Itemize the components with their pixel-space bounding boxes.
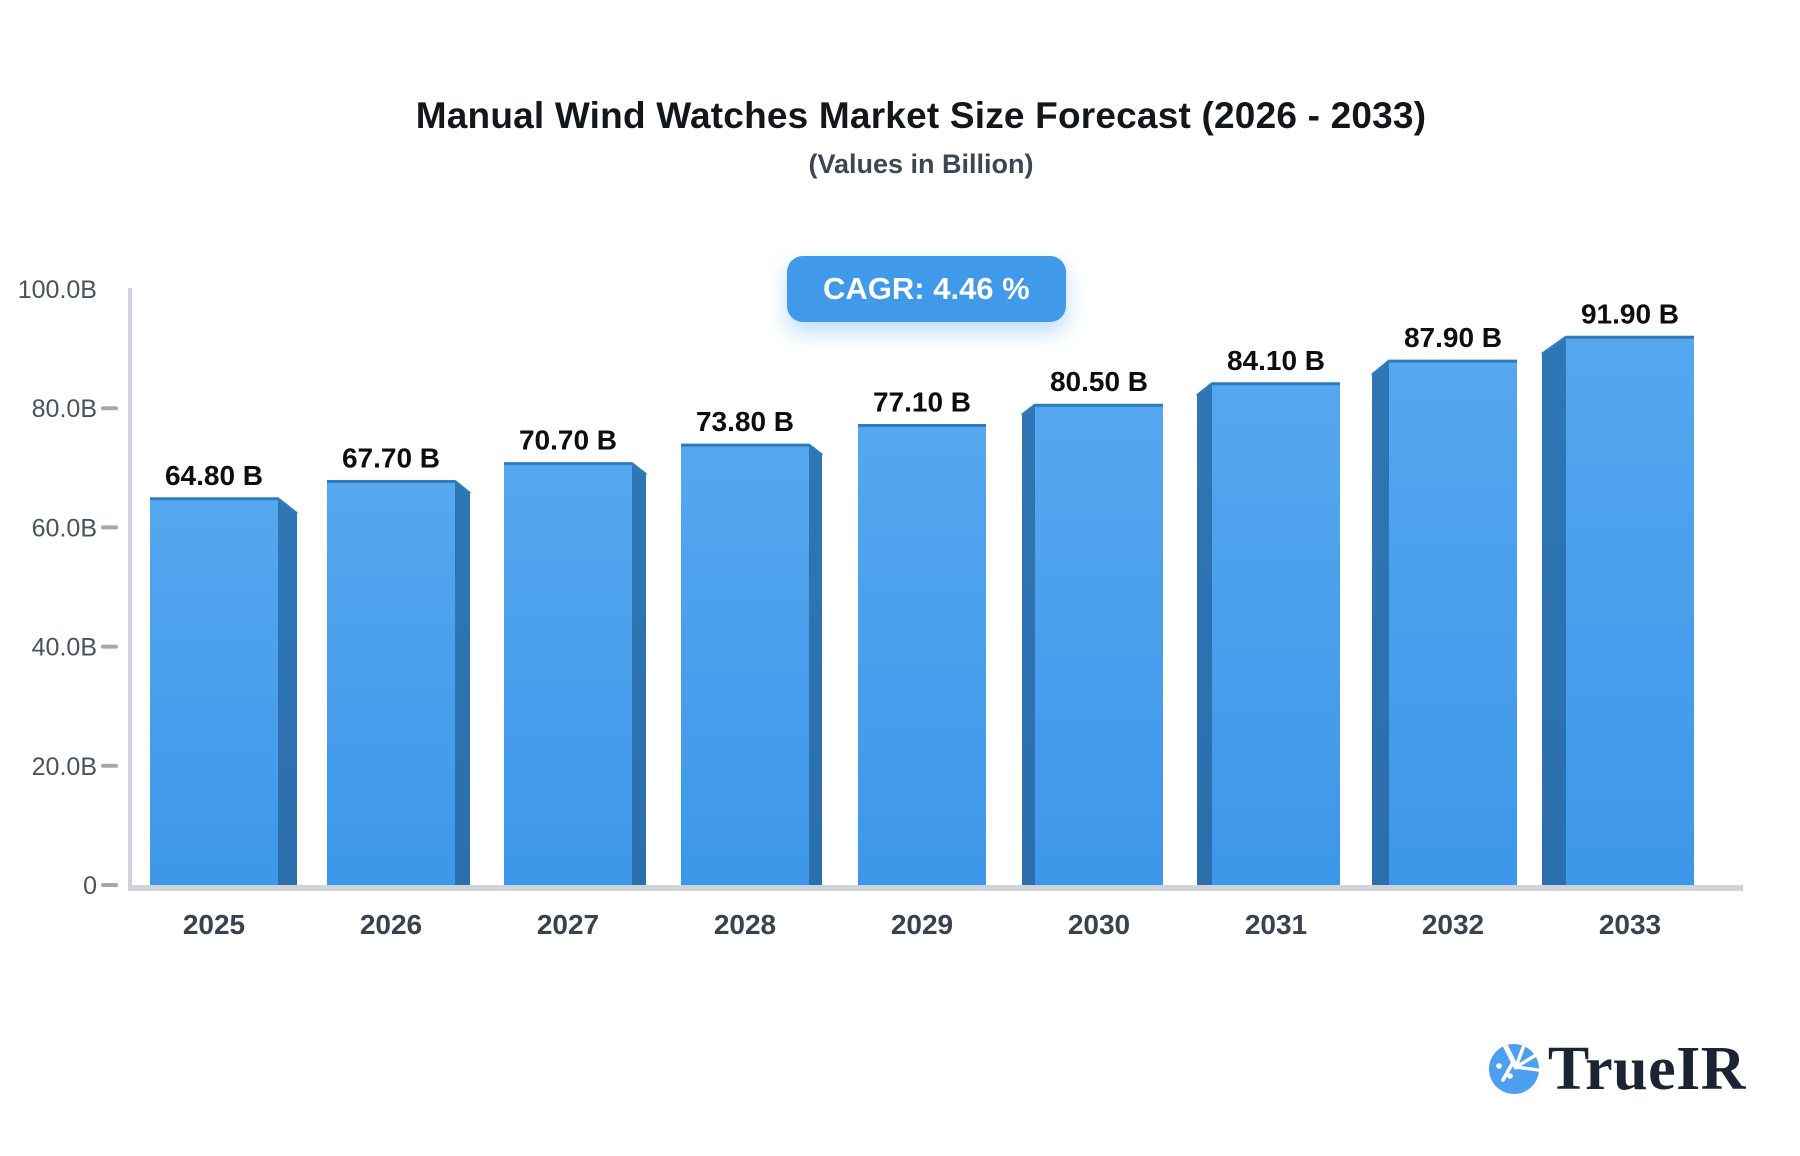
bar-value-label-2026: 67.70 B — [342, 443, 440, 474]
y-tick-40.0B — [101, 644, 118, 649]
bar-top-edge-2033 — [1541, 335, 1694, 356]
x-axis-label-2031: 2031 — [1245, 909, 1307, 940]
x-axis-line — [128, 885, 1743, 891]
x-axis-label-2030: 2030 — [1068, 909, 1130, 940]
bar-value-label-2033: 91.90 B — [1581, 298, 1679, 329]
y-axis-line — [128, 288, 132, 891]
bar-2026 — [327, 481, 455, 885]
bar-side-2033 — [1542, 337, 1566, 885]
bar-side-2026 — [455, 481, 470, 885]
x-axis-label-2029: 2029 — [891, 909, 953, 940]
bar-side-2031 — [1197, 383, 1212, 885]
bar-value-label-2032: 87.90 B — [1404, 322, 1502, 353]
bar-side-2025 — [278, 498, 297, 885]
bar-top-edge-2027 — [504, 462, 647, 476]
y-axis-label-80.0B: 80.0B — [32, 395, 97, 423]
pie-chart-icon — [1488, 1043, 1540, 1094]
bar-top-edge-2030 — [1021, 403, 1163, 417]
bar-side-2030 — [1022, 405, 1035, 885]
bar-side-2028 — [809, 445, 822, 885]
chart-title: Manual Wind Watches Market Size Forecast… — [415, 95, 1427, 136]
x-axis-label-2026: 2026 — [360, 909, 422, 940]
bar-2031 — [1212, 383, 1340, 885]
bar-value-label-2030: 80.50 B — [1050, 366, 1148, 397]
bar-2027 — [504, 463, 632, 885]
bar-top-edge-2025 — [150, 497, 298, 515]
bar-side-2032 — [1372, 361, 1389, 886]
bar-value-label-2025: 64.80 B — [165, 460, 263, 491]
brand-name: TrueIR — [1547, 1035, 1746, 1103]
x-axis-label-2032: 2032 — [1422, 909, 1484, 940]
y-tick-80.0B — [101, 406, 118, 411]
y-tick-20.0B — [101, 763, 118, 768]
y-tick-60.0B — [101, 525, 118, 530]
bar-value-label-2029: 77.10 B — [873, 386, 971, 417]
y-tick-0 — [101, 883, 118, 887]
bar-value-label-2031: 84.10 B — [1227, 345, 1325, 376]
brand-logo: TrueIR — [1488, 1038, 1746, 1100]
bar-top-edge-2032 — [1371, 359, 1517, 377]
bar-side-2027 — [632, 463, 646, 885]
x-axis-label-2033: 2033 — [1599, 909, 1661, 940]
y-axis-label-40.0B: 40.0B — [32, 634, 97, 662]
bar-2028 — [681, 445, 809, 885]
bar-top-edge-2031 — [1196, 382, 1340, 397]
cagr-badge: CAGR: 4.46 % — [787, 256, 1066, 322]
y-axis-label-60.0B: 60.0B — [32, 514, 97, 542]
y-axis-label-100.0B: 100.0B — [18, 276, 97, 304]
bar-2033 — [1566, 337, 1694, 885]
bar-2029 — [858, 425, 986, 885]
y-axis-label-0: 0 — [83, 872, 97, 900]
x-axis-label-2028: 2028 — [714, 909, 776, 940]
bar-2025 — [150, 498, 278, 885]
x-axis-label-2027: 2027 — [537, 909, 599, 940]
chart-subtitle: (Values in Billion) — [808, 149, 1034, 179]
bar-value-label-2027: 70.70 B — [519, 425, 617, 456]
x-axis-label-2025: 2025 — [183, 909, 245, 940]
bar-2032 — [1389, 361, 1517, 886]
bar-top-edge-2028 — [681, 443, 823, 457]
y-axis-label-20.0B: 20.0B — [32, 753, 97, 781]
bar-top-edge-2026 — [327, 480, 471, 495]
bar-2030 — [1035, 405, 1163, 885]
bar-value-label-2028: 73.80 B — [696, 406, 794, 437]
